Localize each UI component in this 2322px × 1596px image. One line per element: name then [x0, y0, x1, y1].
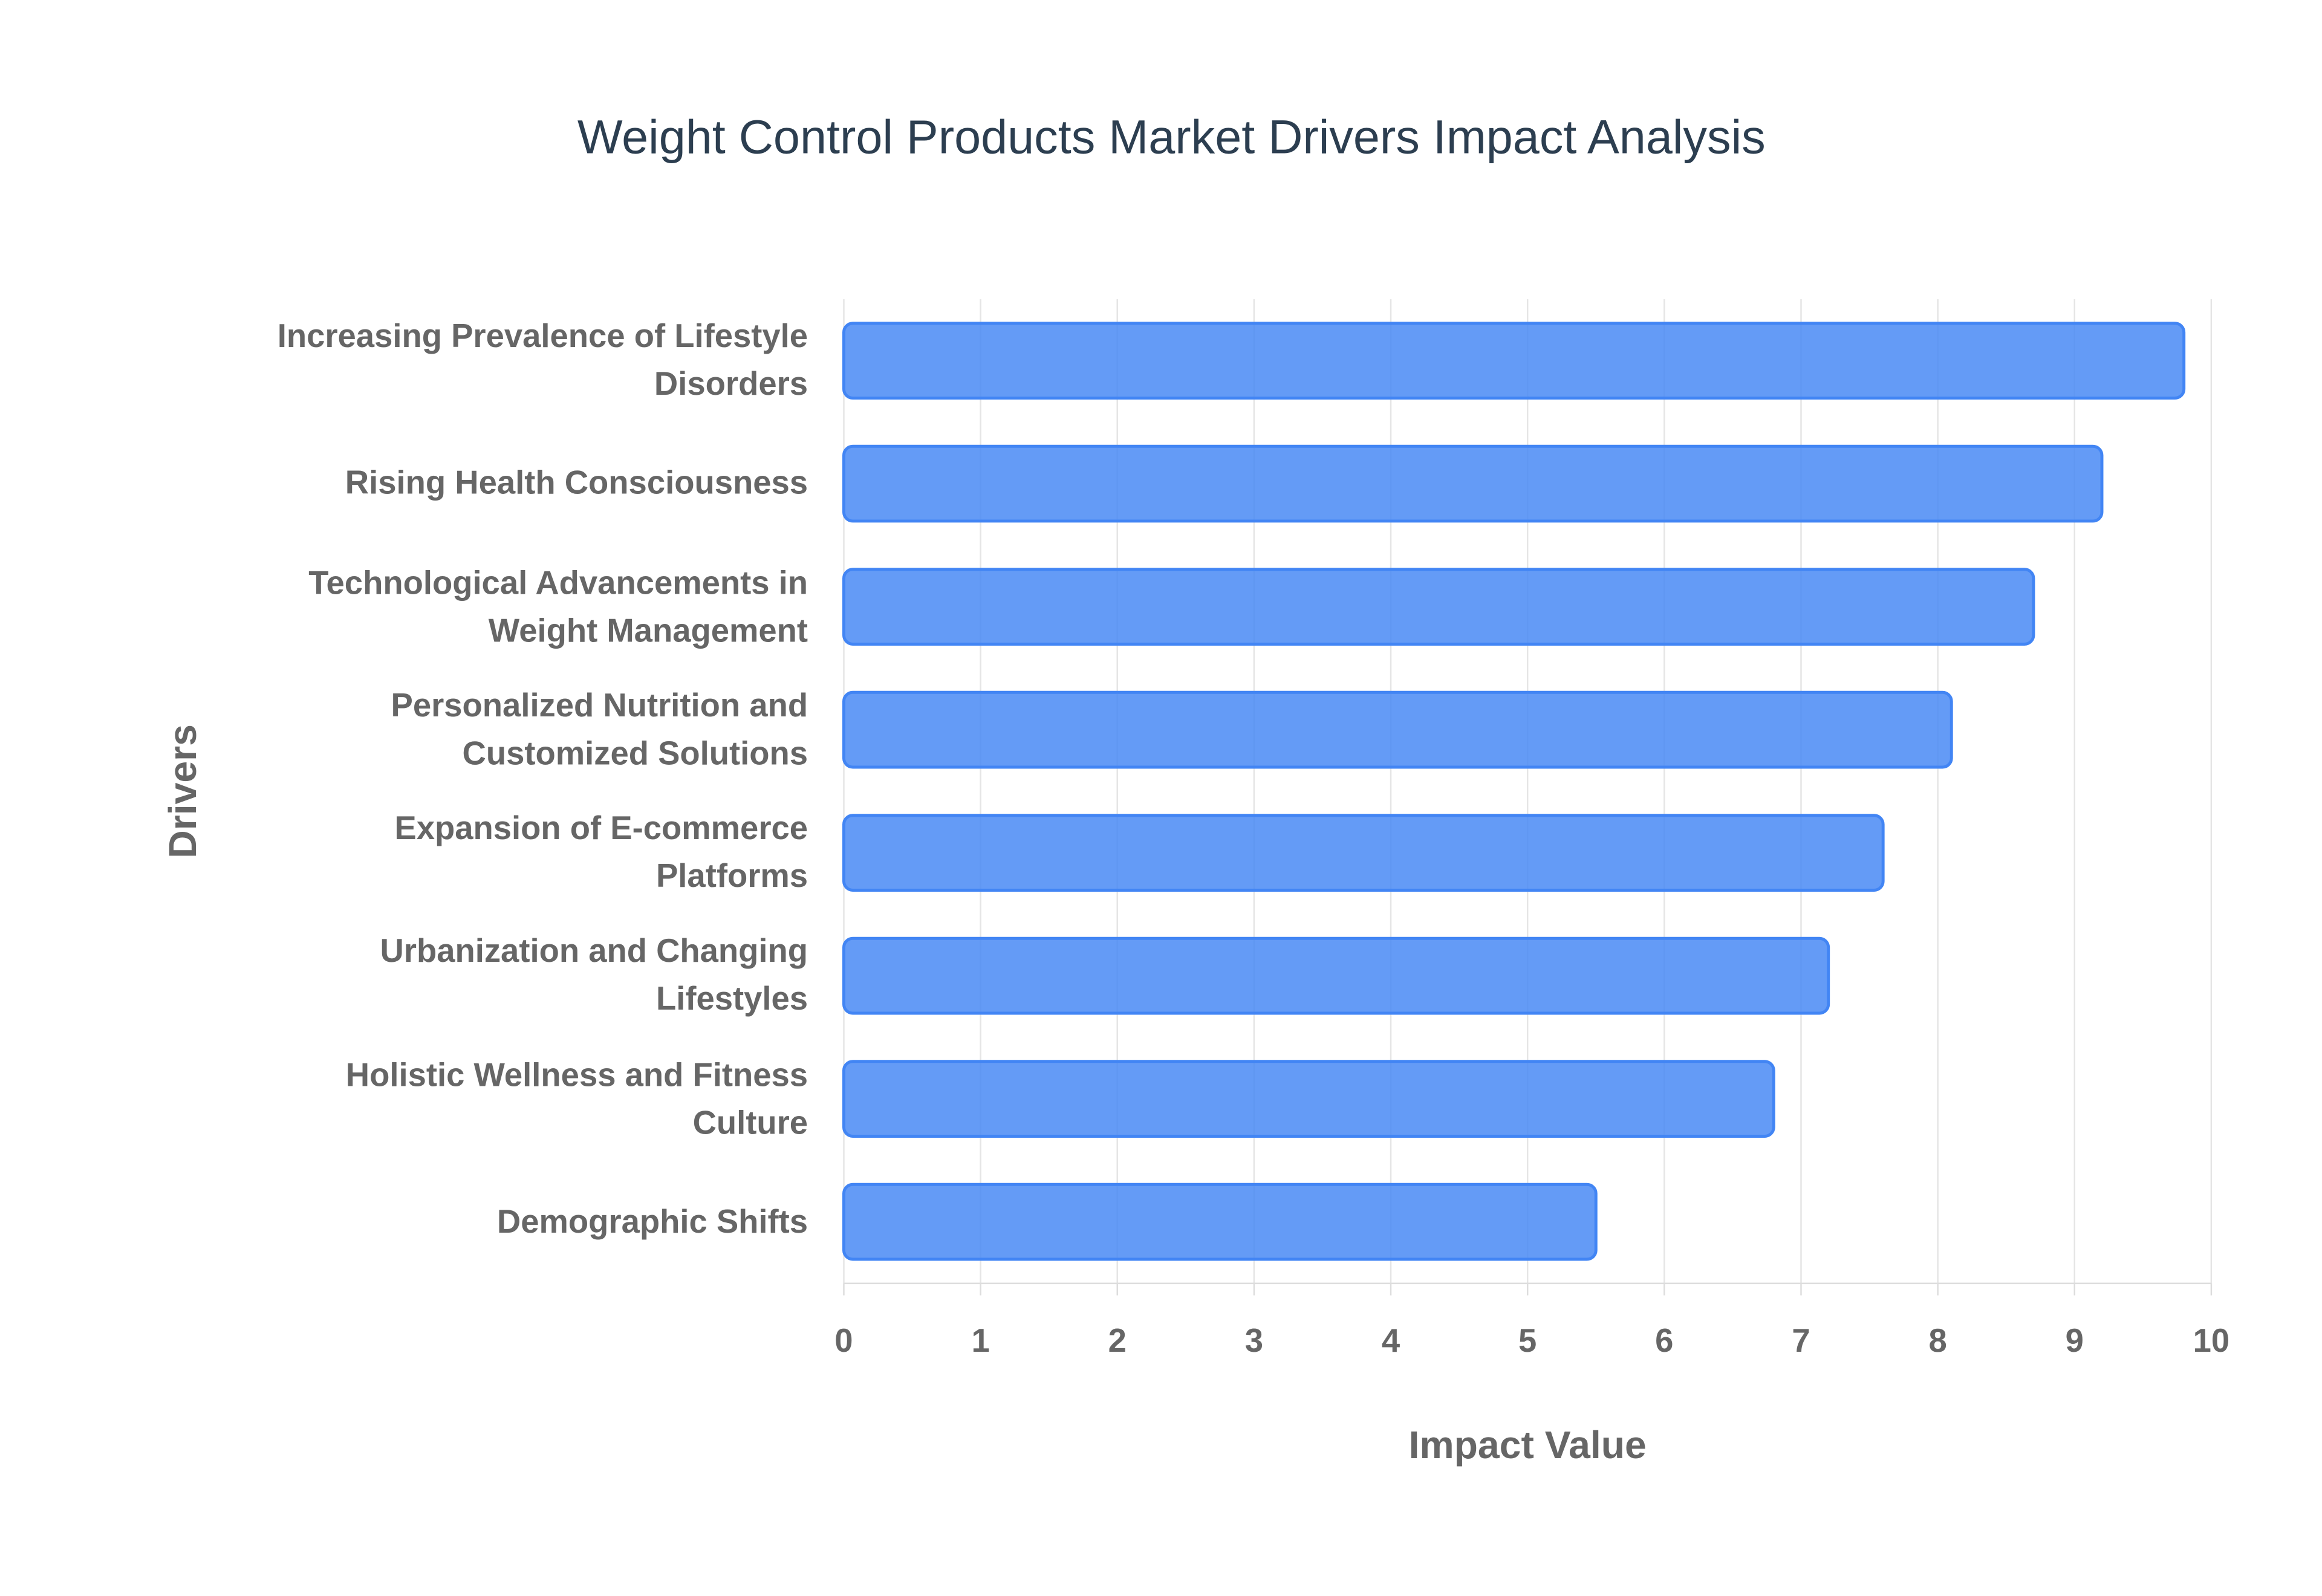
y-tick-label-box: Personalized Nutrition and Customized So… — [391, 686, 808, 772]
x-tick-label: 3 — [1245, 1322, 1263, 1359]
bar — [842, 936, 1830, 1015]
bar — [842, 1182, 1598, 1261]
x-tick-label: 10 — [2193, 1322, 2230, 1359]
y-tick-label: Demographic Shifts — [496, 1202, 808, 1240]
chart-title: Weight Control Products Market Drivers I… — [577, 109, 1766, 163]
y-tick-label: Increasing Prevalence of Lifestyle Disor… — [277, 317, 808, 403]
x-tick-label: 8 — [1928, 1322, 1946, 1359]
x-tick-label: 7 — [1792, 1322, 1810, 1359]
y-tick-label: Holistic Wellness and Fitness Culture — [345, 1055, 808, 1141]
bar — [842, 690, 1953, 769]
y-tick-label: Technological Advancements in Weight Man… — [308, 563, 808, 649]
x-tick-label: 5 — [1518, 1322, 1537, 1359]
bar — [842, 444, 2104, 523]
y-tick-label-box: Technological Advancements in Weight Man… — [308, 563, 808, 649]
bar — [842, 568, 2035, 646]
x-tick-label: 9 — [2066, 1322, 2084, 1359]
y-tick-label-box: Urbanization and Changing Lifestyles — [380, 932, 808, 1018]
y-tick-label: Rising Health Consciousness — [345, 464, 808, 502]
x-tick-label: 2 — [1108, 1322, 1127, 1359]
y-tick-label-box: Demographic Shifts — [496, 1202, 808, 1240]
x-tick-label: 0 — [834, 1322, 853, 1359]
y-tick-label: Expansion of E-commerce Platforms — [394, 809, 808, 895]
y-tick-label: Urbanization and Changing Lifestyles — [380, 932, 808, 1018]
bar — [842, 814, 1885, 892]
bar — [842, 1060, 1775, 1138]
y-tick-label: Personalized Nutrition and Customized So… — [391, 686, 808, 772]
x-tick-label: 1 — [971, 1322, 989, 1359]
y-tick-label-box: Expansion of E-commerce Platforms — [394, 809, 808, 895]
bar — [842, 322, 2186, 400]
x-tick-label: 6 — [1655, 1322, 1673, 1359]
x-axis-title: Impact Value — [1409, 1423, 1647, 1467]
y-tick-label-box: Increasing Prevalence of Lifestyle Disor… — [277, 317, 808, 403]
y-tick-label-box: Holistic Wellness and Fitness Culture — [345, 1055, 808, 1141]
y-tick-label-box: Rising Health Consciousness — [345, 464, 808, 502]
x-tick-label: 4 — [1382, 1322, 1400, 1359]
y-axis-title: Drivers — [161, 724, 204, 858]
